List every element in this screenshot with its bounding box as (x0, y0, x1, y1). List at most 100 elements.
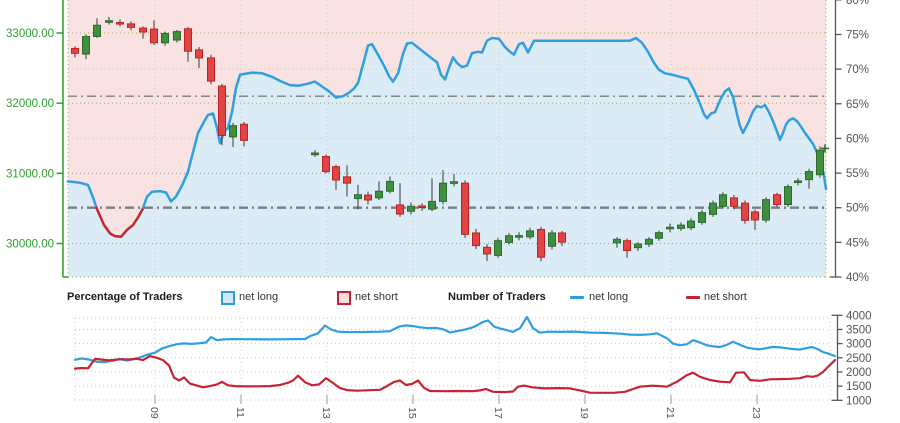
candle (311, 152, 319, 156)
candle (343, 176, 351, 184)
candle (375, 190, 383, 199)
candle (207, 57, 215, 82)
percent-axis-label: 65% (846, 99, 869, 111)
candle (184, 28, 192, 52)
candle (218, 85, 226, 136)
candle (784, 186, 792, 206)
candle (709, 202, 717, 215)
net-long-swatch-icon[interactable] (221, 291, 235, 305)
candle (229, 125, 237, 138)
net-long-percentage-line (66, 180, 98, 209)
candle (719, 194, 727, 207)
value-axis-label: 2000 (846, 367, 872, 379)
candle (526, 230, 534, 238)
candle (773, 194, 781, 206)
legend-title-percentage-of-traders: Percentage of Traders (67, 291, 183, 303)
percent-axis-label: 75% (846, 30, 869, 42)
candle (816, 149, 824, 176)
price-axis-label: 31000.00 (6, 168, 54, 180)
x-axis-date-label: 21 (664, 407, 676, 419)
percent-axis-label: 70% (846, 64, 869, 76)
value-axis-label: 2500 (846, 353, 872, 365)
value-axis-label: 1500 (846, 381, 872, 393)
candle (364, 194, 372, 201)
x-axis-date-label: 15 (406, 407, 418, 419)
candle (472, 232, 480, 247)
x-axis-date-label: 19 (578, 407, 590, 419)
percent-axis-label: 45% (846, 237, 869, 249)
candle (173, 31, 181, 41)
price-axis-label: 30000.00 (6, 239, 54, 251)
legend-net-short-count[interactable]: net short (704, 291, 747, 303)
value-axis-label: 4000 (846, 310, 872, 322)
candle (558, 232, 566, 243)
candle (762, 199, 770, 221)
candle (240, 123, 248, 141)
legend-net-long-pct[interactable]: net long (239, 291, 279, 303)
candle (332, 166, 340, 181)
candle (195, 49, 203, 59)
candle (418, 205, 426, 209)
value-axis-label: 1000 (846, 395, 872, 407)
candle (677, 224, 685, 229)
candle (116, 21, 124, 25)
legend-title-number-of-traders: Number of Traders (448, 291, 546, 303)
traders-plot-area[interactable] (75, 318, 830, 400)
candle (634, 243, 642, 249)
net-long-percentage-line (141, 36, 828, 209)
candle (623, 240, 631, 252)
percent-axis-label: 40% (846, 272, 869, 284)
candle (741, 202, 749, 221)
x-axis-date-label: 13 (320, 407, 332, 419)
candle (161, 32, 169, 44)
candle (794, 180, 802, 184)
x-axis-date-label: 17 (492, 407, 504, 419)
candle (515, 235, 523, 238)
percent-axis-label: 80% (846, 0, 869, 7)
candle (428, 200, 436, 210)
net-short-line-swatch-icon[interactable] (686, 296, 700, 299)
candle (483, 246, 491, 255)
candle (396, 204, 404, 215)
candle (386, 180, 394, 192)
candle (730, 197, 738, 207)
value-axis-label: 3500 (846, 324, 872, 336)
percent-axis-label: 50% (846, 203, 869, 215)
candle (439, 182, 447, 202)
net-long-count-line (73, 315, 837, 364)
candle (322, 155, 330, 173)
price-sentiment-chart[interactable]: 33000.00 32000.00 31000.00 30000.00 80% 75% 70… (0, 0, 900, 285)
candle (537, 228, 545, 258)
net-long-area-fill (68, 38, 826, 277)
candle (655, 232, 663, 239)
net-short-swatch-icon[interactable] (337, 291, 351, 305)
candle (548, 232, 556, 247)
candle (461, 182, 469, 235)
candle (127, 23, 135, 28)
net-long-line-swatch-icon[interactable] (570, 296, 584, 299)
net-long-percentage-line-below-50 (95, 206, 145, 239)
number-of-traders-chart[interactable]: 09 11 13 15 17 19 21 23 4000 3500 3000 2500 2000 1500… (0, 310, 900, 423)
candle (82, 36, 90, 55)
candle (751, 211, 759, 221)
candle (687, 220, 695, 229)
percent-axis-label: 55% (846, 168, 869, 180)
candle (71, 47, 79, 54)
x-axis-date-label: 11 (234, 407, 246, 418)
legend-net-short-pct[interactable]: net short (355, 291, 398, 303)
x-axis-date-label: 23 (750, 407, 762, 419)
value-axis-label: 3000 (846, 339, 872, 351)
candle (139, 27, 147, 33)
candle (805, 171, 813, 181)
candle (407, 205, 415, 212)
candle (666, 226, 674, 230)
candle (505, 235, 513, 243)
net-short-count-line (73, 355, 837, 394)
x-axis-date-label: 09 (148, 407, 160, 419)
candle (645, 238, 653, 245)
candle (93, 24, 101, 38)
legend-net-long-count[interactable]: net long (589, 291, 629, 303)
candle (494, 240, 502, 256)
candle (613, 238, 621, 244)
